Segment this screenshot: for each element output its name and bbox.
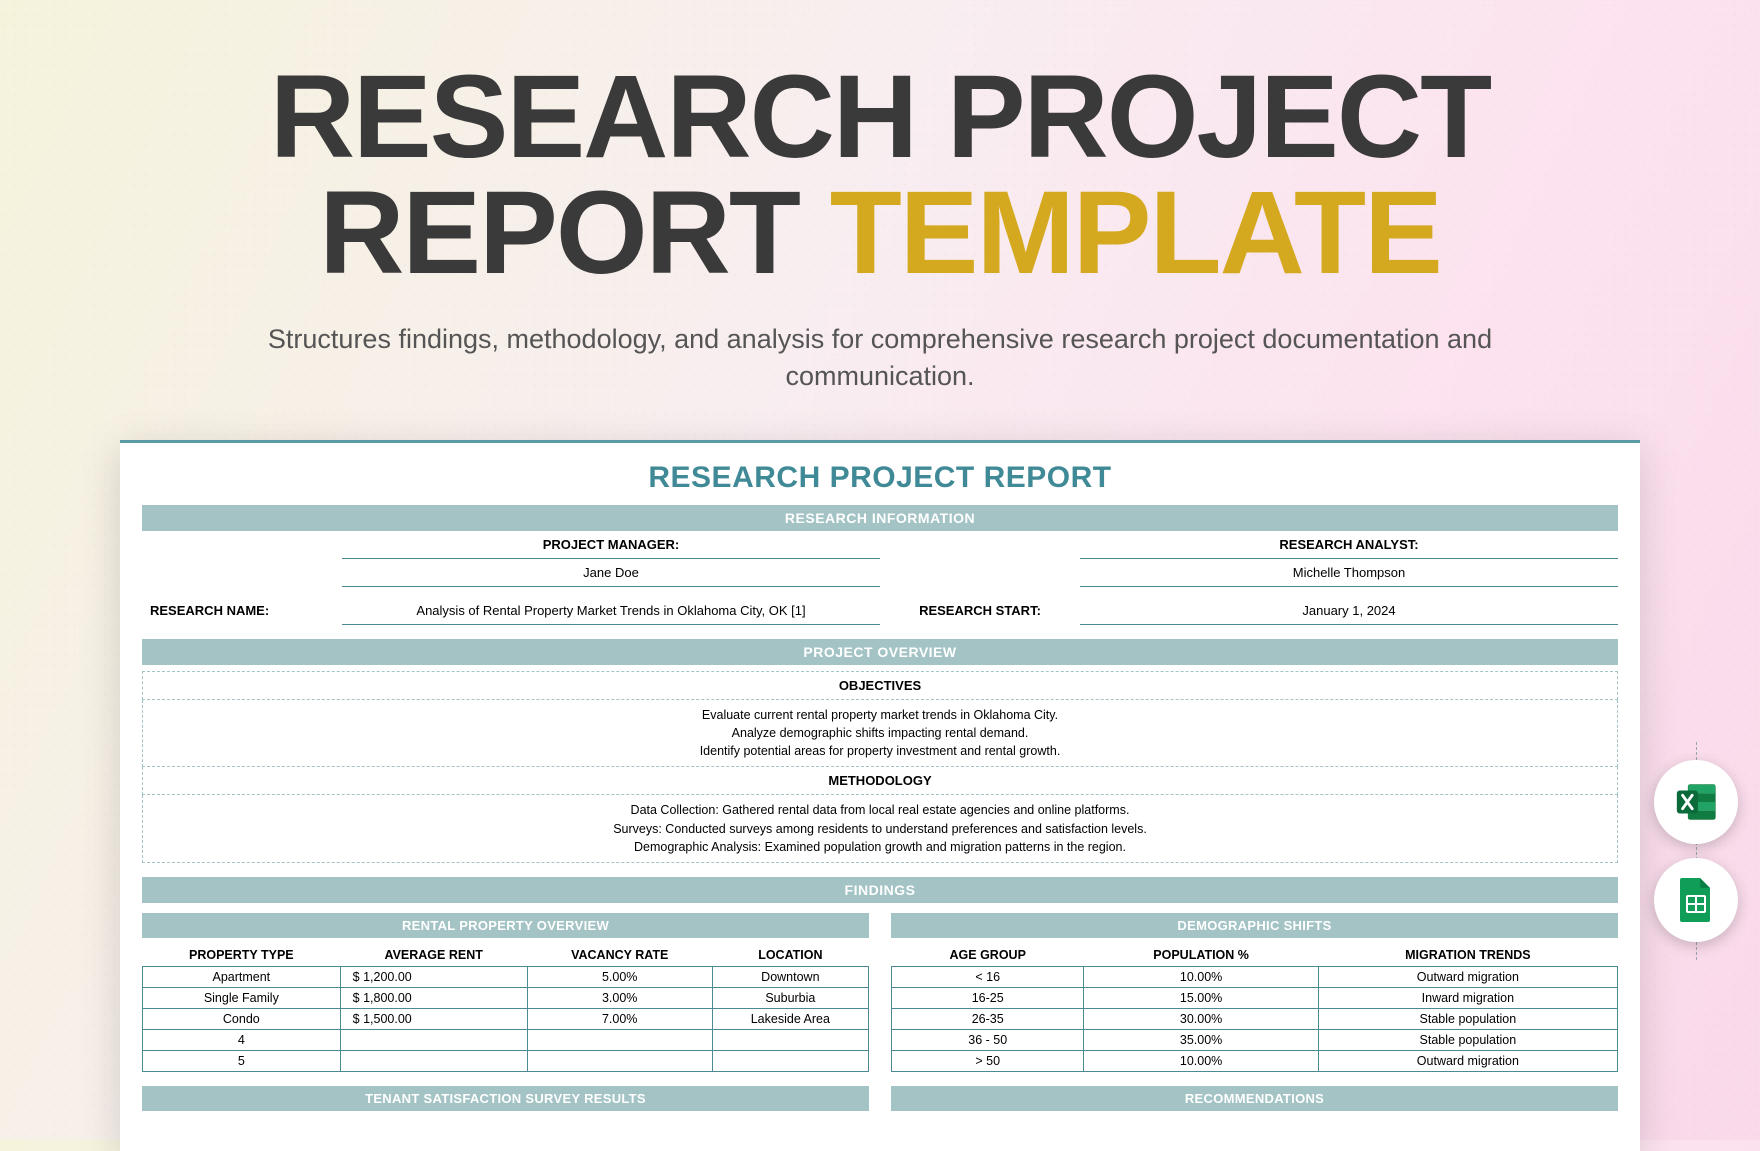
- demo-table: AGE GROUP POPULATION % MIGRATION TRENDS …: [891, 944, 1618, 1072]
- table-cell: 16-25: [892, 987, 1084, 1008]
- table-row: Single Family$ 1,800.003.00%Suburbia: [143, 987, 869, 1008]
- table-cell: Suburbia: [712, 987, 868, 1008]
- table-cell: Stable population: [1318, 1008, 1617, 1029]
- table-row: 36 - 5035.00%Stable population: [892, 1029, 1618, 1050]
- table-cell: Downtown: [712, 966, 868, 987]
- table-cell: [712, 1029, 868, 1050]
- table-row: 5: [143, 1050, 869, 1071]
- sheets-badge[interactable]: [1654, 858, 1738, 942]
- rental-table: PROPERTY TYPE AVERAGE RENT VACANCY RATE …: [142, 944, 869, 1072]
- table-cell: Outward migration: [1318, 1050, 1617, 1071]
- table-cell: 26-35: [892, 1008, 1084, 1029]
- section-bar-research-info: RESEARCH INFORMATION: [142, 505, 1618, 531]
- table-cell: 10.00%: [1084, 1050, 1318, 1071]
- section-bar-overview: PROJECT OVERVIEW: [142, 639, 1618, 665]
- subbar-rental: RENTAL PROPERTY OVERVIEW: [142, 913, 869, 938]
- demo-col-1: POPULATION %: [1084, 944, 1318, 967]
- rental-col-2: VACANCY RATE: [527, 944, 712, 967]
- table-cell: [340, 1029, 527, 1050]
- table-row: Condo$ 1,500.007.00%Lakeside Area: [143, 1008, 869, 1029]
- sheets-icon: [1675, 876, 1717, 924]
- hero-line2b: TEMPLATE: [830, 167, 1441, 299]
- hero-subtitle: Structures findings, methodology, and an…: [180, 321, 1580, 394]
- bottom-bars: TENANT SATISFACTION SURVEY RESULTS RECOM…: [142, 1086, 1618, 1111]
- table-cell: 15.00%: [1084, 987, 1318, 1008]
- table-row: < 1610.00%Outward migration: [892, 966, 1618, 987]
- objectives-heading: OBJECTIVES: [142, 671, 1618, 700]
- findings-right: DEMOGRAPHIC SHIFTS AGE GROUP POPULATION …: [891, 913, 1618, 1072]
- table-cell: Outward migration: [1318, 966, 1617, 987]
- methodology-heading: METHODOLOGY: [142, 767, 1618, 795]
- table-cell: 5.00%: [527, 966, 712, 987]
- table-cell: Lakeside Area: [712, 1008, 868, 1029]
- label-research-name: RESEARCH NAME:: [142, 597, 342, 625]
- table-cell: Apartment: [143, 966, 341, 987]
- value-research-name: Analysis of Rental Property Market Trend…: [342, 597, 880, 625]
- subbar-tenant: TENANT SATISFACTION SURVEY RESULTS: [142, 1086, 869, 1111]
- section-bar-findings: FINDINGS: [142, 877, 1618, 903]
- document-preview: RESEARCH PROJECT REPORT RESEARCH INFORMA…: [120, 440, 1640, 1151]
- table-cell: Stable population: [1318, 1029, 1617, 1050]
- rental-col-3: LOCATION: [712, 944, 868, 967]
- hero-title: RESEARCH PROJECT REPORT TEMPLATE: [0, 60, 1760, 291]
- excel-badge[interactable]: [1654, 760, 1738, 844]
- methodology-body: Data Collection: Gathered rental data fr…: [142, 795, 1618, 862]
- table-cell: 30.00%: [1084, 1008, 1318, 1029]
- table-cell: < 16: [892, 966, 1084, 987]
- table-cell: 7.00%: [527, 1008, 712, 1029]
- table-row: 16-2515.00%Inward migration: [892, 987, 1618, 1008]
- table-cell: Inward migration: [1318, 987, 1617, 1008]
- table-cell: 5: [143, 1050, 341, 1071]
- label-ra: RESEARCH ANALYST:: [1080, 531, 1618, 559]
- value-pm: Jane Doe: [342, 559, 880, 587]
- hero: RESEARCH PROJECT REPORT TEMPLATE Structu…: [0, 0, 1760, 394]
- hero-line2a: REPORT: [319, 167, 799, 299]
- rental-col-0: PROPERTY TYPE: [143, 944, 341, 967]
- table-cell: 35.00%: [1084, 1029, 1318, 1050]
- table-cell: 36 - 50: [892, 1029, 1084, 1050]
- label-research-start: RESEARCH START:: [880, 597, 1080, 625]
- objectives-body: Evaluate current rental property market …: [142, 700, 1618, 767]
- table-cell: 4: [143, 1029, 341, 1050]
- rental-col-1: AVERAGE RENT: [340, 944, 527, 967]
- table-row: Apartment$ 1,200.005.00%Downtown: [143, 966, 869, 987]
- research-info-grid: PROJECT MANAGER: RESEARCH ANALYST: Jane …: [142, 531, 1618, 625]
- table-cell: [340, 1050, 527, 1071]
- table-cell: [527, 1050, 712, 1071]
- table-cell: Single Family: [143, 987, 341, 1008]
- subbar-reco: RECOMMENDATIONS: [891, 1086, 1618, 1111]
- table-cell: 10.00%: [1084, 966, 1318, 987]
- excel-icon: [1673, 779, 1719, 825]
- findings-two-col: RENTAL PROPERTY OVERVIEW PROPERTY TYPE A…: [142, 913, 1618, 1072]
- table-cell: $ 1,200.00: [340, 966, 527, 987]
- table-cell: $ 1,500.00: [340, 1008, 527, 1029]
- label-pm: PROJECT MANAGER:: [342, 531, 880, 559]
- format-icons: [1654, 760, 1738, 942]
- hero-line1: RESEARCH PROJECT: [270, 51, 1490, 183]
- table-cell: Condo: [143, 1008, 341, 1029]
- table-cell: > 50: [892, 1050, 1084, 1071]
- table-cell: [712, 1050, 868, 1071]
- value-research-start: January 1, 2024: [1080, 597, 1618, 625]
- table-row: 4: [143, 1029, 869, 1050]
- doc-title: RESEARCH PROJECT REPORT: [142, 461, 1618, 495]
- demo-col-2: MIGRATION TRENDS: [1318, 944, 1617, 967]
- table-cell: $ 1,800.00: [340, 987, 527, 1008]
- findings-left: RENTAL PROPERTY OVERVIEW PROPERTY TYPE A…: [142, 913, 869, 1072]
- subbar-demo: DEMOGRAPHIC SHIFTS: [891, 913, 1618, 938]
- table-cell: [527, 1029, 712, 1050]
- table-cell: 3.00%: [527, 987, 712, 1008]
- table-row: > 5010.00%Outward migration: [892, 1050, 1618, 1071]
- table-row: 26-3530.00%Stable population: [892, 1008, 1618, 1029]
- demo-col-0: AGE GROUP: [892, 944, 1084, 967]
- value-ra: Michelle Thompson: [1080, 559, 1618, 587]
